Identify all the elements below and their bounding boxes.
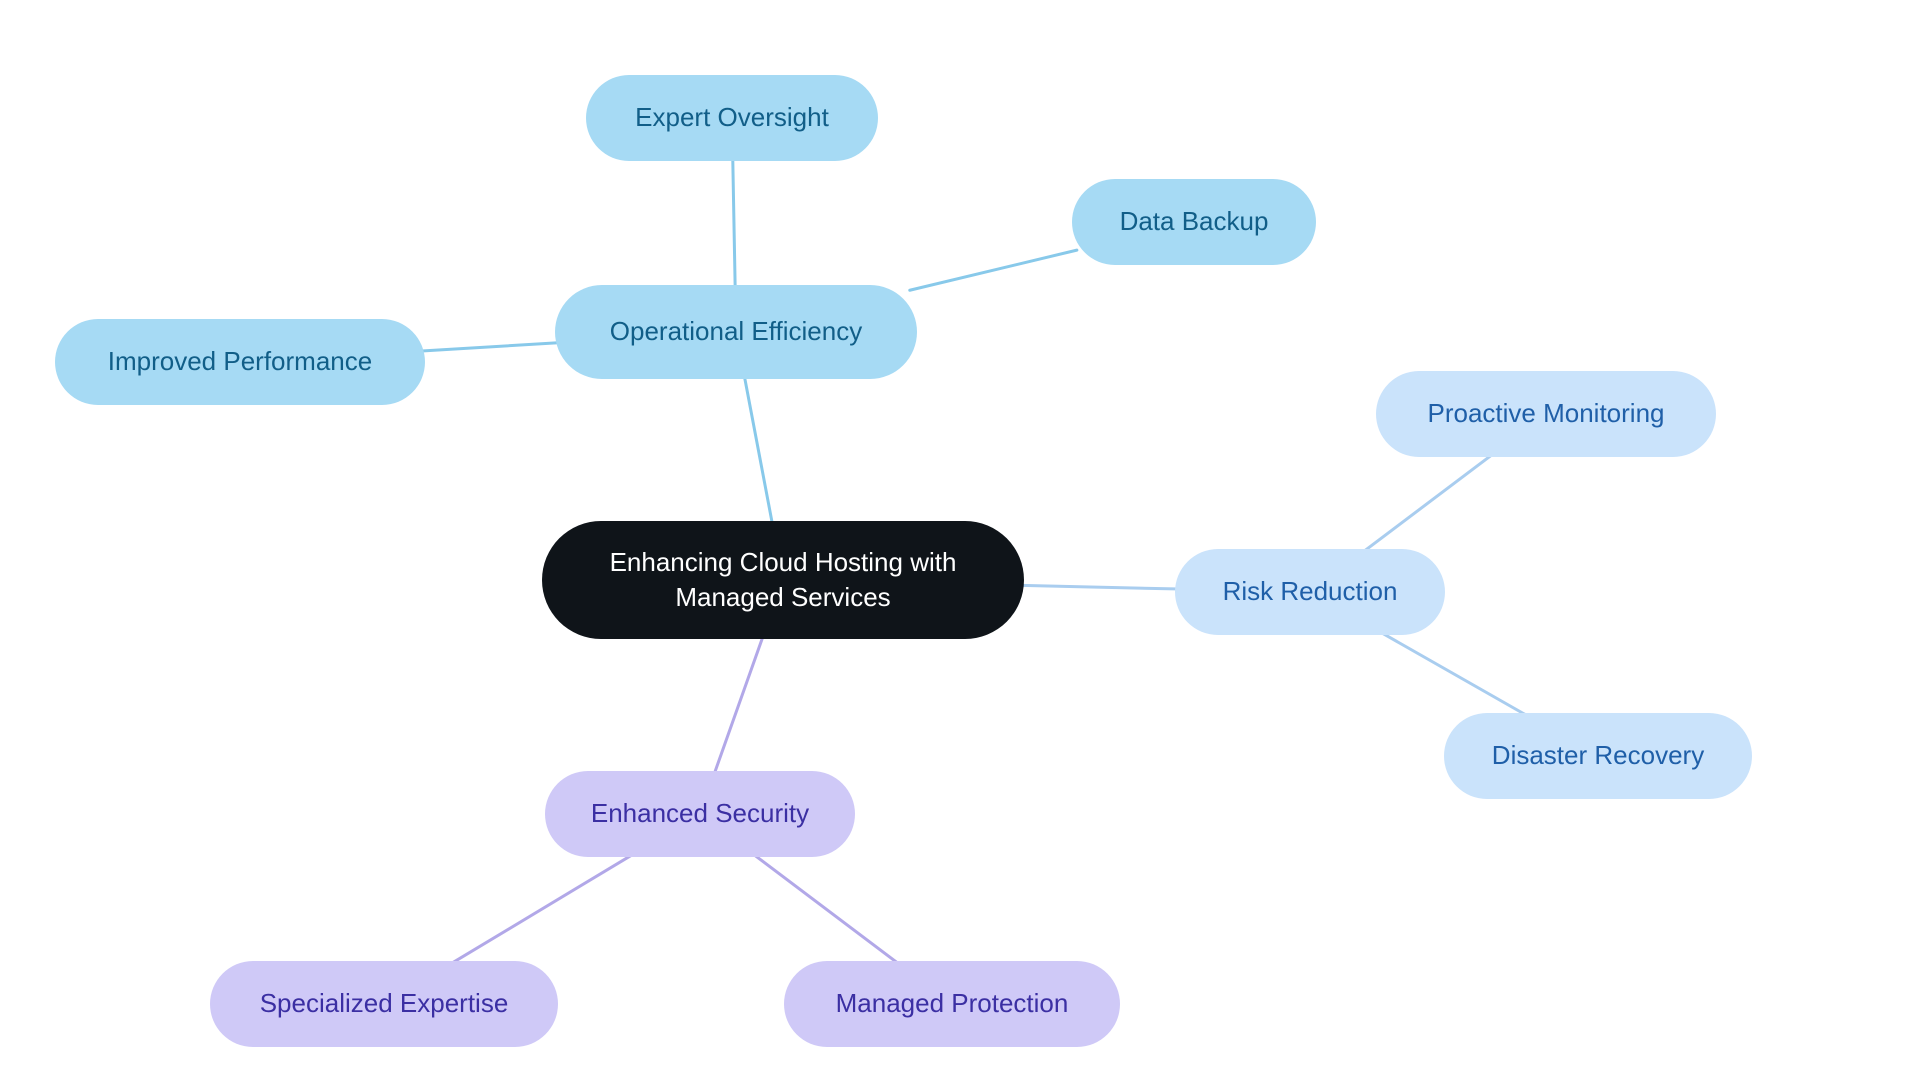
edge-root-risk (1014, 585, 1180, 589)
node-op_expert: Expert Oversight (586, 75, 878, 161)
node-sec_expert: Specialized Expertise (210, 961, 558, 1047)
node-sec: Enhanced Security (545, 771, 855, 857)
node-label: Improved Performance (108, 344, 372, 379)
node-risk_mon: Proactive Monitoring (1376, 371, 1716, 457)
edge-root-sec (715, 637, 763, 773)
node-label: Proactive Monitoring (1428, 396, 1665, 431)
node-label: Risk Reduction (1223, 574, 1398, 609)
node-risk: Risk Reduction (1175, 549, 1445, 635)
node-label: Enhanced Security (591, 796, 809, 831)
node-risk_dr: Disaster Recovery (1444, 713, 1752, 799)
node-root: Enhancing Cloud Hosting with Managed Ser… (542, 521, 1024, 639)
node-label: Managed Protection (836, 986, 1069, 1021)
node-op_backup: Data Backup (1072, 179, 1316, 265)
edge-sec-sec_expert (453, 855, 632, 962)
node-label: Expert Oversight (635, 100, 829, 135)
edge-risk-risk_mon (1365, 455, 1492, 550)
edge-op-op_expert (733, 159, 735, 287)
node-label: Data Backup (1120, 204, 1269, 239)
edge-root-op (745, 377, 773, 523)
node-sec_mp: Managed Protection (784, 961, 1120, 1047)
node-label: Specialized Expertise (260, 986, 509, 1021)
node-label: Enhancing Cloud Hosting with Managed Ser… (610, 545, 957, 615)
node-label: Operational Efficiency (610, 314, 862, 349)
edge-op-op_perf (418, 343, 563, 352)
mindmap-canvas: Enhancing Cloud Hosting with Managed Ser… (0, 0, 1920, 1083)
edge-risk-risk_dr (1382, 633, 1525, 714)
edge-op-op_backup (910, 250, 1077, 290)
node-op: Operational Efficiency (555, 285, 917, 379)
node-op_perf: Improved Performance (55, 319, 425, 405)
node-label: Disaster Recovery (1492, 738, 1704, 773)
edge-sec-sec_mp (755, 855, 897, 962)
